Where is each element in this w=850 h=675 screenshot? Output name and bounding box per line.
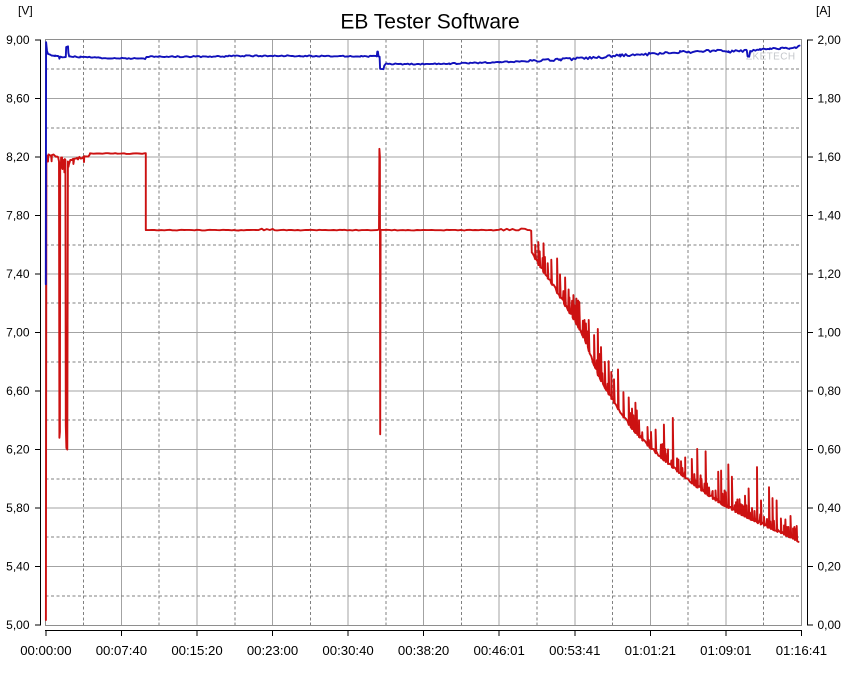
svg-text:5,80: 5,80: [6, 501, 30, 515]
svg-text:1,40: 1,40: [818, 209, 842, 223]
svg-text:00:07:40: 00:07:40: [96, 643, 147, 658]
svg-text:0,80: 0,80: [818, 384, 842, 398]
svg-text:5,40: 5,40: [6, 560, 30, 574]
svg-text:1,80: 1,80: [818, 92, 842, 106]
svg-text:EB Tester Software: EB Tester Software: [340, 11, 519, 34]
svg-text:1,20: 1,20: [818, 267, 842, 281]
svg-text:01:09:01: 01:09:01: [700, 643, 751, 658]
svg-text:0,60: 0,60: [818, 443, 842, 457]
svg-text:7,00: 7,00: [6, 326, 30, 340]
svg-text:1,00: 1,00: [818, 326, 842, 340]
svg-text:00:38:20: 00:38:20: [398, 643, 449, 658]
svg-text:0,20: 0,20: [818, 560, 842, 574]
svg-text:1,60: 1,60: [818, 150, 842, 164]
svg-text:6,20: 6,20: [6, 443, 30, 457]
svg-text:[V]: [V]: [18, 4, 33, 18]
svg-text:6,60: 6,60: [6, 384, 30, 398]
svg-text:9,00: 9,00: [6, 33, 30, 47]
svg-text:0,40: 0,40: [818, 501, 842, 515]
svg-text:2,00: 2,00: [818, 33, 842, 47]
svg-text:00:15:20: 00:15:20: [171, 643, 222, 658]
svg-text:00:23:00: 00:23:00: [247, 643, 298, 658]
svg-text:[A]: [A]: [816, 4, 831, 18]
svg-text:8,60: 8,60: [6, 92, 30, 106]
svg-text:01:01:21: 01:01:21: [625, 643, 676, 658]
svg-text:00:30:40: 00:30:40: [322, 643, 373, 658]
svg-text:7,40: 7,40: [6, 267, 30, 281]
svg-text:5,00: 5,00: [6, 618, 30, 632]
svg-text:ZKETECH: ZKETECH: [746, 51, 795, 62]
svg-text:0,00: 0,00: [818, 618, 842, 632]
svg-text:8,20: 8,20: [6, 150, 30, 164]
svg-text:00:00:00: 00:00:00: [20, 643, 71, 658]
svg-text:01:16:41: 01:16:41: [776, 643, 827, 658]
svg-text:00:46:01: 00:46:01: [474, 643, 525, 658]
svg-text:00:53:41: 00:53:41: [549, 643, 600, 658]
svg-text:7,80: 7,80: [6, 209, 30, 223]
